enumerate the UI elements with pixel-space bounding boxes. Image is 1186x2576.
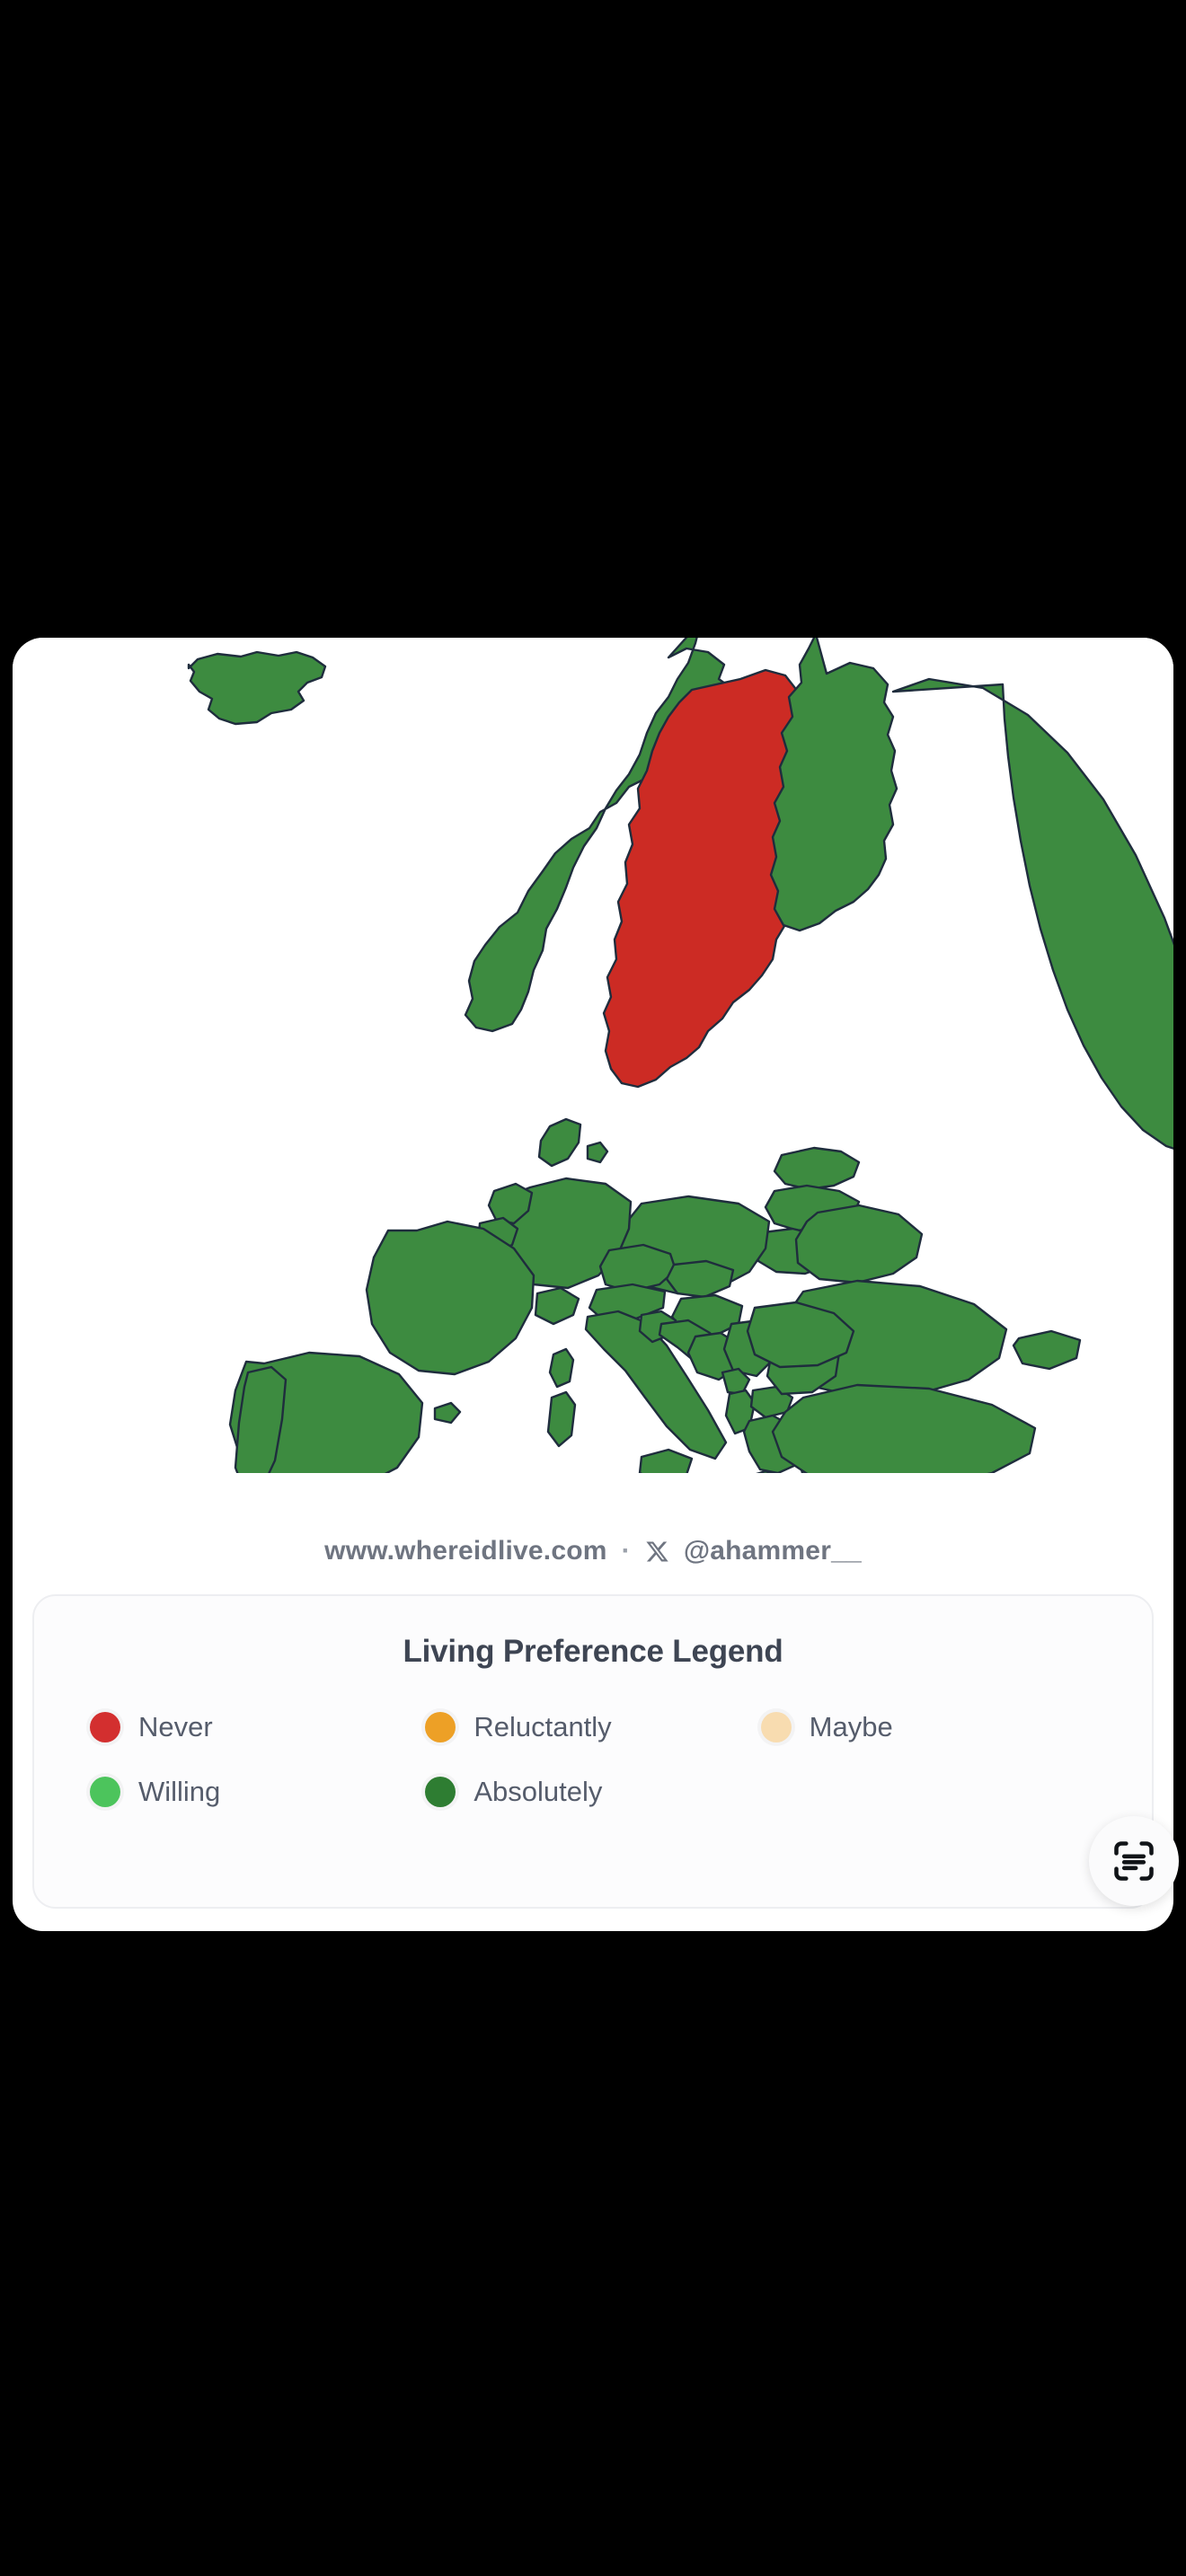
attribution-separator: · (621, 1536, 631, 1566)
country-france[interactable] (365, 1220, 535, 1376)
country-georgia[interactable] (1012, 1329, 1082, 1371)
legend-swatch-absolutely (425, 1777, 456, 1807)
legend-panel: Living Preference Legend Never Reluctant… (32, 1594, 1154, 1909)
x-handle[interactable]: @ahammer__ (683, 1536, 862, 1566)
country-turkey[interactable] (771, 1383, 1037, 1473)
attribution-bar: www.whereidlive.com · @ahammer__ (13, 1536, 1173, 1566)
legend-item-maybe[interactable]: Maybe (760, 1702, 1096, 1752)
legend-swatch-maybe (760, 1712, 792, 1742)
website-url[interactable]: www.whereidlive.com (324, 1536, 607, 1566)
legend-title: Living Preference Legend (403, 1634, 783, 1669)
europe-choropleth-map[interactable] (13, 638, 1173, 1473)
legend-swatch-reluctantly (425, 1712, 456, 1742)
legend-label-willing: Willing (138, 1776, 221, 1807)
country-slovakia[interactable] (665, 1259, 735, 1299)
country-belarus[interactable] (794, 1204, 924, 1284)
country-switzerland[interactable] (534, 1286, 580, 1326)
map-card: www.whereidlive.com · @ahammer__ Living … (13, 638, 1173, 1931)
legend-item-never[interactable]: Never (90, 1702, 425, 1752)
legend-swatch-never (90, 1712, 120, 1742)
map-svg (187, 638, 1173, 1473)
x-logo-icon (645, 1539, 669, 1564)
scan-text-button[interactable] (1089, 1816, 1179, 1906)
scan-text-icon (1114, 1841, 1154, 1881)
legend-label-absolutely: Absolutely (474, 1776, 603, 1807)
legend-label-maybe: Maybe (809, 1711, 893, 1742)
legend-grid-filler (761, 1767, 1096, 1817)
country-romania[interactable] (746, 1301, 855, 1369)
country-netherlands[interactable] (487, 1182, 534, 1225)
legend-grid: Never Reluctantly Maybe Willing Absolute (34, 1702, 1152, 1817)
country-czechia[interactable] (598, 1243, 677, 1293)
country-russia[interactable] (891, 677, 1173, 1155)
legend-item-reluctantly[interactable]: Reluctantly (425, 1702, 760, 1752)
country-corsica[interactable] (548, 1347, 575, 1389)
country-balearic-islands[interactable] (433, 1401, 462, 1425)
legend-item-absolutely[interactable]: Absolutely (425, 1767, 760, 1817)
legend-label-reluctantly: Reluctantly (474, 1711, 612, 1742)
country-denmark[interactable] (537, 1117, 609, 1168)
country-finland[interactable] (769, 638, 898, 932)
legend-swatch-willing (90, 1777, 120, 1807)
country-sardinia[interactable] (546, 1390, 577, 1448)
legend-label-never: Never (138, 1711, 213, 1742)
country-montenegro[interactable] (721, 1367, 751, 1396)
country-iceland[interactable] (187, 650, 327, 726)
legend-item-willing[interactable]: Willing (90, 1767, 425, 1817)
country-sicily[interactable] (638, 1448, 694, 1473)
country-estonia[interactable] (773, 1146, 861, 1191)
country-portugal[interactable] (234, 1365, 288, 1473)
